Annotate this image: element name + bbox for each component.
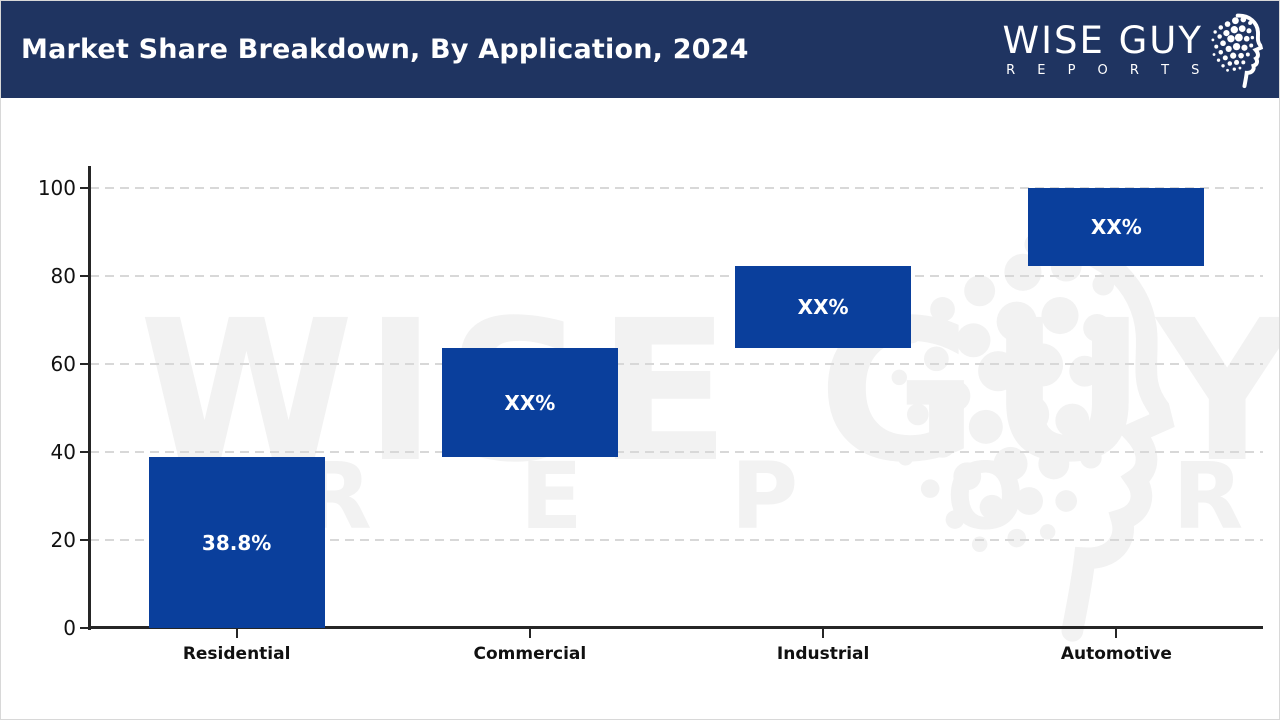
y-tick-mark-40 xyxy=(80,451,88,453)
x-tick-mark-industrial xyxy=(822,629,825,638)
logo-sub-text: R E P O R T S xyxy=(1006,63,1209,78)
wiseguy-logo-text: WISE GUY R E P O R T S xyxy=(1003,22,1203,77)
gridline-100 xyxy=(90,187,1263,189)
gridline-20 xyxy=(90,539,1263,541)
category-label-automotive: Automotive xyxy=(1060,644,1172,664)
y-tick-mark-100 xyxy=(80,187,88,189)
x-tick-mark-automotive xyxy=(1115,629,1118,638)
x-tick-mark-residential xyxy=(235,629,238,638)
gridline-60 xyxy=(90,363,1263,365)
bar-value-label: 38.8% xyxy=(201,530,272,555)
plot-area: 0 20 40 60 80 100 38.8% Residential XX% Commercia… xyxy=(38,166,1263,664)
y-tick-label: 80 xyxy=(50,264,76,288)
category-label-residential: Residential xyxy=(182,644,291,664)
y-tick-mark-80 xyxy=(80,275,88,277)
y-tick-label: 100 xyxy=(37,176,76,200)
y-tick-label: 60 xyxy=(50,352,76,376)
logo-brand-text: WISE GUY xyxy=(1002,19,1203,62)
bar-commercial: XX% xyxy=(441,348,618,458)
gridline-40 xyxy=(90,451,1263,453)
chart-title: Market Share Breakdown, By Application, … xyxy=(21,34,749,65)
bar-automotive: XX% xyxy=(1028,188,1205,266)
header-bar: Market Share Breakdown, By Application, … xyxy=(1,1,1279,98)
dotted-head-icon xyxy=(1205,10,1267,90)
bar-value-label: XX% xyxy=(504,390,556,415)
y-axis-line xyxy=(88,166,91,630)
bar-value-label: XX% xyxy=(797,295,849,319)
y-tick-mark-60 xyxy=(80,363,88,365)
x-tick-mark-commercial xyxy=(528,629,531,638)
y-tick-label: 0 xyxy=(63,616,76,640)
y-tick-mark-20 xyxy=(80,539,88,541)
y-tick-label: 40 xyxy=(50,440,76,464)
y-tick-mark-0 xyxy=(80,627,88,629)
bar-residential: 38.8% xyxy=(148,457,325,628)
gridline-80 xyxy=(90,275,1263,277)
wiseguy-logo: WISE GUY R E P O R T S xyxy=(1003,10,1267,90)
category-label-commercial: Commercial xyxy=(473,644,587,664)
bar-industrial: XX% xyxy=(735,265,912,349)
bar-value-label: XX% xyxy=(1090,214,1142,239)
x-axis-line xyxy=(88,626,1263,629)
y-tick-label: 20 xyxy=(50,528,76,552)
category-label-industrial: Industrial xyxy=(776,644,870,664)
